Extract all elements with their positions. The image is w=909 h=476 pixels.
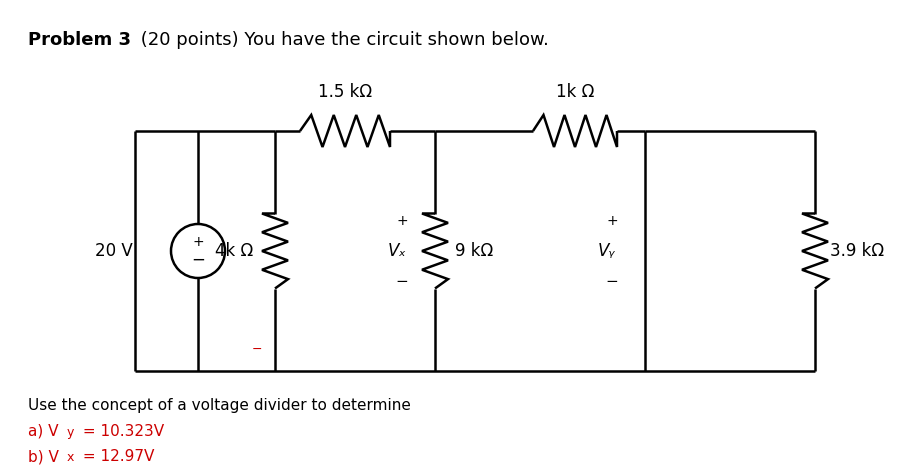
Text: −: −: [605, 274, 618, 288]
Text: 1k Ω: 1k Ω: [555, 83, 594, 101]
Text: b) V: b) V: [28, 449, 59, 464]
Text: (20 points) You have the circuit shown below.: (20 points) You have the circuit shown b…: [135, 31, 549, 49]
Text: −: −: [252, 343, 263, 356]
Text: 9 kΩ: 9 kΩ: [455, 242, 494, 260]
Text: = 12.97V: = 12.97V: [78, 449, 155, 464]
Text: Problem 3: Problem 3: [28, 31, 131, 49]
Text: Vₓ: Vₓ: [387, 242, 406, 260]
Text: Use the concept of a voltage divider to determine: Use the concept of a voltage divider to …: [28, 398, 411, 413]
Text: +: +: [606, 214, 618, 228]
Text: a) V: a) V: [28, 424, 58, 439]
Text: 1.5 kΩ: 1.5 kΩ: [318, 83, 372, 101]
Text: y: y: [67, 426, 75, 439]
Text: −: −: [395, 274, 408, 288]
Text: Vᵧ: Vᵧ: [598, 242, 615, 260]
Text: 4k Ω: 4k Ω: [215, 242, 253, 260]
Text: +: +: [396, 214, 408, 228]
Text: = 10.323V: = 10.323V: [78, 424, 165, 439]
Text: −: −: [191, 251, 205, 269]
Text: x: x: [67, 451, 75, 464]
Text: 20 V: 20 V: [95, 242, 133, 260]
Text: +: +: [192, 235, 204, 249]
Text: 3.9 kΩ: 3.9 kΩ: [830, 242, 884, 260]
